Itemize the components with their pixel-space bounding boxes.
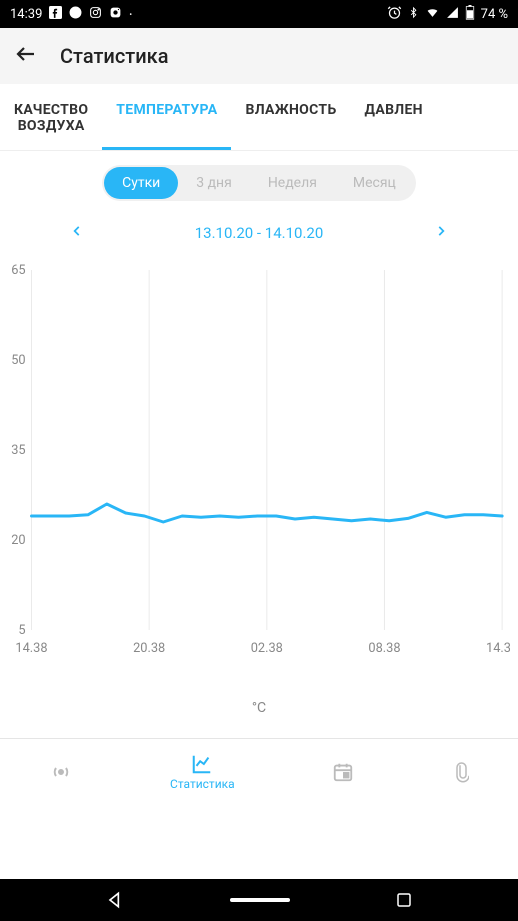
range-3days[interactable]: 3 дня [178, 167, 250, 199]
back-icon[interactable] [14, 42, 38, 70]
date-next-icon[interactable] [434, 223, 448, 242]
svg-text:02.38: 02.38 [251, 641, 283, 656]
svg-text:14.38: 14.38 [15, 641, 47, 656]
status-time: 14:39 [10, 7, 42, 22]
bluetooth-icon [408, 5, 419, 24]
android-nav-bar [0, 879, 518, 921]
alarm-icon [387, 5, 402, 24]
date-prev-icon[interactable] [70, 223, 84, 242]
instagram-icon [109, 6, 122, 23]
svg-text:20: 20 [11, 533, 25, 548]
svg-text:20.38: 20.38 [133, 641, 165, 656]
wifi-icon [425, 6, 440, 23]
range-week[interactable]: Неделя [250, 167, 335, 199]
svg-text:14.38: 14.38 [486, 641, 510, 656]
bottom-nav: Статистика [0, 739, 518, 805]
svg-text:50: 50 [11, 353, 25, 368]
nav-stats-label: Статистика [170, 777, 235, 791]
instagram-outline-icon [89, 6, 102, 23]
tab-humidity[interactable]: ВЛАЖНОСТЬ [231, 84, 350, 150]
tab-air-quality[interactable]: КАЧЕСТВО ВОЗДУХА [0, 84, 102, 150]
page-title: Статистика [60, 44, 168, 68]
date-range-label: 13.10.20 - 14.10.20 [195, 224, 324, 242]
signal-icon [446, 6, 459, 23]
chart-unit: °C [0, 660, 518, 738]
date-navigator: 13.10.20 - 14.10.20 [0, 211, 518, 260]
battery-icon [465, 5, 475, 24]
facebook-icon [49, 6, 62, 23]
category-tabs: КАЧЕСТВО ВОЗДУХА ТЕМПЕРАТУРА ВЛАЖНОСТЬ Д… [0, 84, 518, 151]
range-day[interactable]: Сутки [104, 167, 178, 199]
tab-temperature[interactable]: ТЕМПЕРАТУРА [102, 84, 231, 150]
battery-pct: 74 % [481, 7, 508, 22]
svg-text:5: 5 [18, 623, 25, 638]
tab-pressure[interactable]: ДАВЛЕН [351, 84, 437, 150]
svg-text:35: 35 [11, 443, 25, 458]
android-recent-icon[interactable] [395, 891, 413, 909]
header: Статистика [0, 28, 518, 84]
android-back-icon[interactable] [105, 890, 125, 910]
nav-stats[interactable]: Статистика [170, 753, 235, 791]
svg-text:08.38: 08.38 [368, 641, 400, 656]
nav-calendar[interactable] [332, 761, 354, 783]
range-month[interactable]: Месяц [335, 167, 414, 199]
nav-signal[interactable] [49, 760, 73, 784]
range-selector: Сутки 3 дня Неделя Месяц [0, 151, 518, 211]
temperature-chart: 65 50 35 20 5 14.38 20.38 02.38 08.38 14.38 [0, 260, 518, 660]
svg-text:65: 65 [11, 263, 25, 278]
status-bar: 14:39 • 74 % [0, 0, 518, 28]
circle-icon [69, 6, 82, 23]
dot-icon: • [129, 10, 132, 19]
nav-attachment[interactable] [451, 760, 469, 784]
android-home-icon[interactable] [230, 894, 290, 906]
